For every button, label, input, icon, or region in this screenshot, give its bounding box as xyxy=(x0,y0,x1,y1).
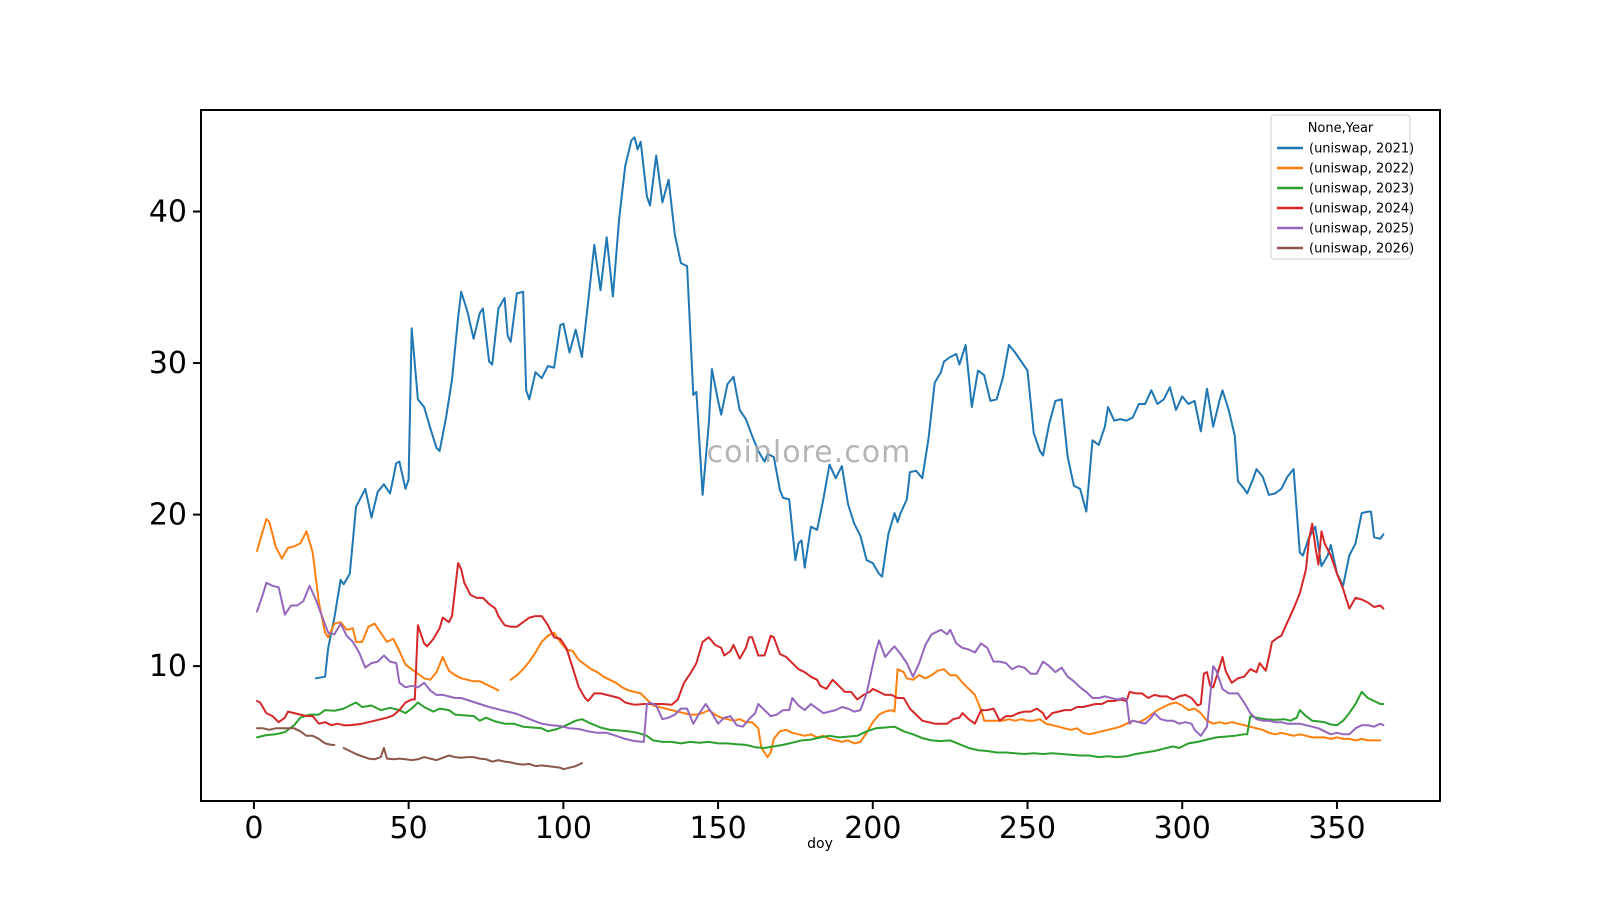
axes-layer: 0 50 100 150 200 250 300 350 10 20 30 40 xyxy=(149,109,1441,846)
plot-border xyxy=(200,109,1441,802)
x-tick-label: 200 xyxy=(844,811,901,846)
legend-box xyxy=(1270,114,1411,260)
x-tick-label: 50 xyxy=(390,811,428,846)
x-tick-label: 100 xyxy=(535,811,592,846)
series-line-uniswap-2023 xyxy=(256,690,1385,759)
y-tick-label: 40 xyxy=(149,195,187,230)
x-axis-label: doy xyxy=(807,836,833,852)
series-layer xyxy=(256,136,1385,771)
series-line-uniswap-2021 xyxy=(314,136,1385,680)
series-line-uniswap-2026 xyxy=(256,727,583,771)
legend-entry-label: (uniswap, 2023) xyxy=(1309,182,1414,197)
legend-entry-label: (uniswap, 2021) xyxy=(1309,142,1414,157)
legend-title: None,Year xyxy=(1308,121,1374,136)
x-tick-label: 250 xyxy=(999,811,1056,846)
legend-entry-label: (uniswap, 2025) xyxy=(1309,222,1414,237)
legend-entry-label: (uniswap, 2024) xyxy=(1309,202,1414,217)
x-tick-label: 300 xyxy=(1154,811,1211,846)
x-tick-label: 0 xyxy=(244,811,263,846)
x-tick-label: 150 xyxy=(689,811,746,846)
legend-entry-label: (uniswap, 2026) xyxy=(1309,242,1414,257)
series-line-uniswap-2022 xyxy=(256,518,1382,759)
y-tick-label: 10 xyxy=(149,649,187,684)
series-line-uniswap-2025 xyxy=(256,581,1385,743)
series-line-uniswap-2024 xyxy=(256,522,1385,727)
watermark: coinlore.com xyxy=(707,435,912,470)
legend: None,Year (uniswap, 2021) (uniswap, 2022) (… xyxy=(1270,114,1414,260)
y-tick-label: 30 xyxy=(149,346,187,381)
y-tick-label: 20 xyxy=(149,498,187,533)
legend-entry-label: (uniswap, 2022) xyxy=(1309,162,1414,177)
x-tick-label: 350 xyxy=(1308,811,1365,846)
